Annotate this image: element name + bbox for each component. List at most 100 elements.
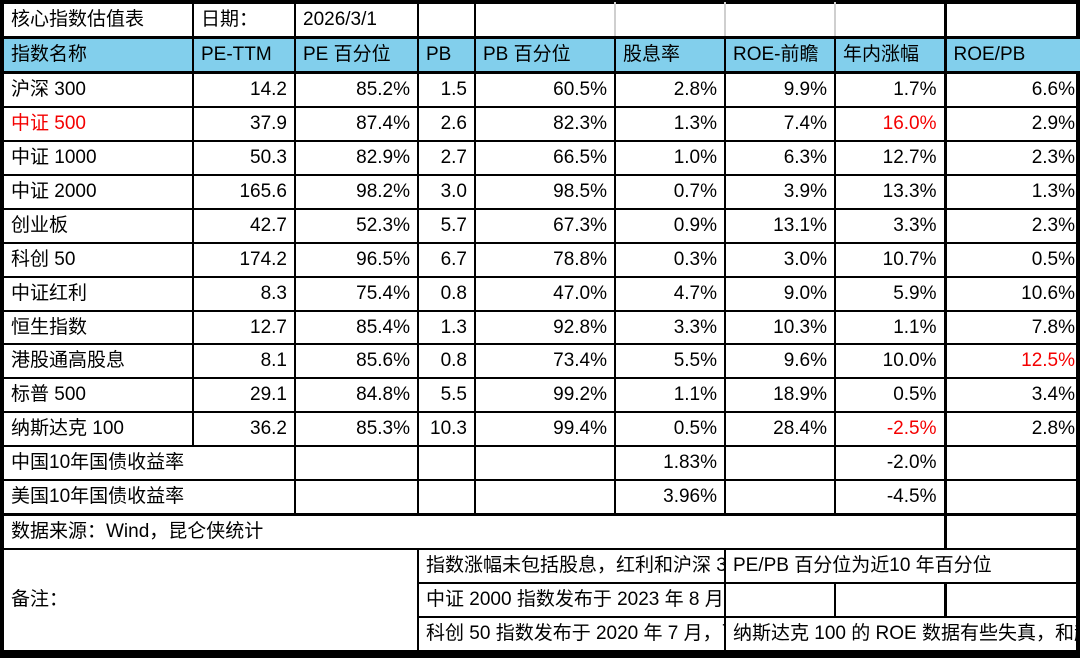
empty-cell: [724, 445, 836, 482]
index-name: 沪深 300: [2, 71, 194, 108]
value-cell: 3.4%: [943, 377, 1080, 414]
value-cell: 6.6%: [943, 71, 1080, 108]
empty-cell: [834, 1, 946, 39]
value-cell: 3.3%: [614, 309, 726, 346]
bond-row: 中国10年国债收益率 1.83% -2.0%: [2, 445, 1080, 482]
empty-cell: [294, 445, 419, 482]
note-row: 中证 2000 指数发布于 2023 年 8 月，百分位数值参考价值有限: [3, 582, 1080, 618]
value-cell: 0.8: [417, 275, 476, 312]
bond-name: 美国10年国债收益率: [2, 479, 296, 516]
value-cell: 3.0: [417, 173, 476, 210]
table-row: 港股通高股息 8.1 85.6% 0.8 73.4% 5.5% 9.6% 10.0% 12.5%: [2, 343, 1080, 380]
title-row: 核心指数估值表 日期： 2026/3/1: [2, 1, 1080, 39]
empty-cell: [943, 479, 1080, 516]
empty-cell: [943, 513, 1080, 551]
notes-label: 备注：: [2, 548, 419, 652]
value-cell: 50.3: [192, 139, 296, 176]
value-cell: 0.5%: [943, 241, 1080, 278]
value-cell: 85.6%: [294, 343, 419, 380]
value-cell: 36.2: [192, 411, 296, 448]
value-cell: 3.9%: [724, 173, 836, 210]
empty-cell: [474, 445, 616, 482]
empty-cell: [943, 445, 1080, 482]
value-cell: 85.3%: [294, 411, 419, 448]
index-name: 中证 2000: [2, 173, 194, 210]
value-cell: 1.3%: [614, 105, 726, 142]
value-cell: 47.0%: [474, 275, 616, 312]
value-cell: 2.3%: [943, 207, 1080, 244]
value-cell: 2.9%: [943, 105, 1080, 142]
value-cell: 2.3%: [943, 139, 1080, 176]
value-cell: 165.6: [192, 173, 296, 210]
empty-cell: [943, 1, 1080, 39]
value-cell: 4.7%: [614, 275, 726, 312]
value-cell: 96.5%: [294, 241, 419, 278]
column-header: 年内涨幅: [834, 36, 946, 74]
source-row: 数据来源：Wind，昆仑侠统计: [2, 513, 1080, 551]
value-cell: 28.4%: [724, 411, 836, 448]
value-cell: 10.7%: [834, 241, 946, 278]
column-header: 指数名称: [2, 36, 194, 74]
date-value: 2026/3/1: [294, 1, 419, 39]
empty-cell: [614, 1, 726, 39]
value-cell: 75.4%: [294, 275, 419, 312]
value-cell: -2.5%: [834, 411, 946, 448]
table-row: 科创 50 174.2 96.5% 6.7 78.8% 0.3% 3.0% 10.7% 0.5%: [2, 241, 1080, 278]
value-cell: 18.9%: [724, 377, 836, 414]
bond-row: 美国10年国债收益率 3.96% -4.5%: [2, 479, 1080, 516]
empty-cell: [834, 582, 946, 618]
empty-cell: [724, 582, 836, 618]
value-cell: 1.1%: [614, 377, 726, 414]
value-cell: 1.1%: [834, 309, 946, 346]
column-header: ROE-前瞻: [724, 36, 836, 74]
value-cell: 10.3%: [724, 309, 836, 346]
value-cell: 7.4%: [724, 105, 836, 142]
value-cell: 9.0%: [724, 275, 836, 312]
note-text: 科创 50 指数发布于 2020 年 7 月，百分位数值参考价值有限: [417, 615, 726, 653]
value-cell: 1.7%: [834, 71, 946, 108]
value-cell: 92.8%: [474, 309, 616, 346]
index-name: 中证红利: [2, 275, 194, 312]
value-cell: 5.5: [417, 377, 476, 414]
index-name: 纳斯达克 100: [2, 411, 194, 448]
value-cell: 66.5%: [474, 139, 616, 176]
value-cell: 3.0%: [724, 241, 836, 278]
index-name: 中证 1000: [2, 139, 194, 176]
value-cell: 174.2: [192, 241, 296, 278]
value-cell: 12.7%: [834, 139, 946, 176]
value-cell: 0.5%: [834, 377, 946, 414]
value-cell: 13.1%: [724, 207, 836, 244]
value-cell: 82.9%: [294, 139, 419, 176]
value-cell: 84.8%: [294, 377, 419, 414]
value-cell: 42.7: [192, 207, 296, 244]
value-cell: 2.8%: [943, 411, 1080, 448]
value-cell: 1.0%: [614, 139, 726, 176]
value-cell: 14.2: [192, 71, 296, 108]
table-row: 中证红利 8.3 75.4% 0.8 47.0% 4.7% 9.0% 5.9% 10.6%: [2, 275, 1080, 312]
index-name: 港股通高股息: [2, 343, 194, 380]
empty-cell: [417, 445, 476, 482]
value-cell: 2.8%: [614, 71, 726, 108]
value-cell: 85.2%: [294, 71, 419, 108]
value-cell: 82.3%: [474, 105, 616, 142]
empty-cell: [724, 1, 836, 39]
index-name: 创业板: [2, 207, 194, 244]
note-text: 指数涨幅未包括股息，红利和沪深 300 实际收益率更高: [417, 548, 726, 585]
table-row: 中证 1000 50.3 82.9% 2.7 66.5% 1.0% 6.3% 12.7% 2.3…: [2, 139, 1080, 176]
value-cell: 0.9%: [614, 207, 726, 244]
side-note: 纳斯达克 100 的 ROE 数据有些失真，和起: [724, 615, 1080, 653]
value-cell: 13.3%: [834, 173, 946, 210]
value-cell: 7.8%: [943, 309, 1080, 346]
value-cell: 60.5%: [474, 71, 616, 108]
column-header: PB 百分位: [474, 36, 616, 74]
value-cell: 0.3%: [614, 241, 726, 278]
table-row: 中证 500 37.9 87.4% 2.6 82.3% 1.3% 7.4% 16.0% 2.9%: [2, 105, 1080, 142]
empty-cell: [943, 582, 1080, 618]
value-cell: 87.4%: [294, 105, 419, 142]
index-name: 科创 50: [2, 241, 194, 278]
bond-ytd-change: -4.5%: [834, 479, 946, 516]
date-label: 日期：: [192, 1, 296, 39]
value-cell: 2.7: [417, 139, 476, 176]
value-cell: 12.5%: [943, 343, 1080, 380]
